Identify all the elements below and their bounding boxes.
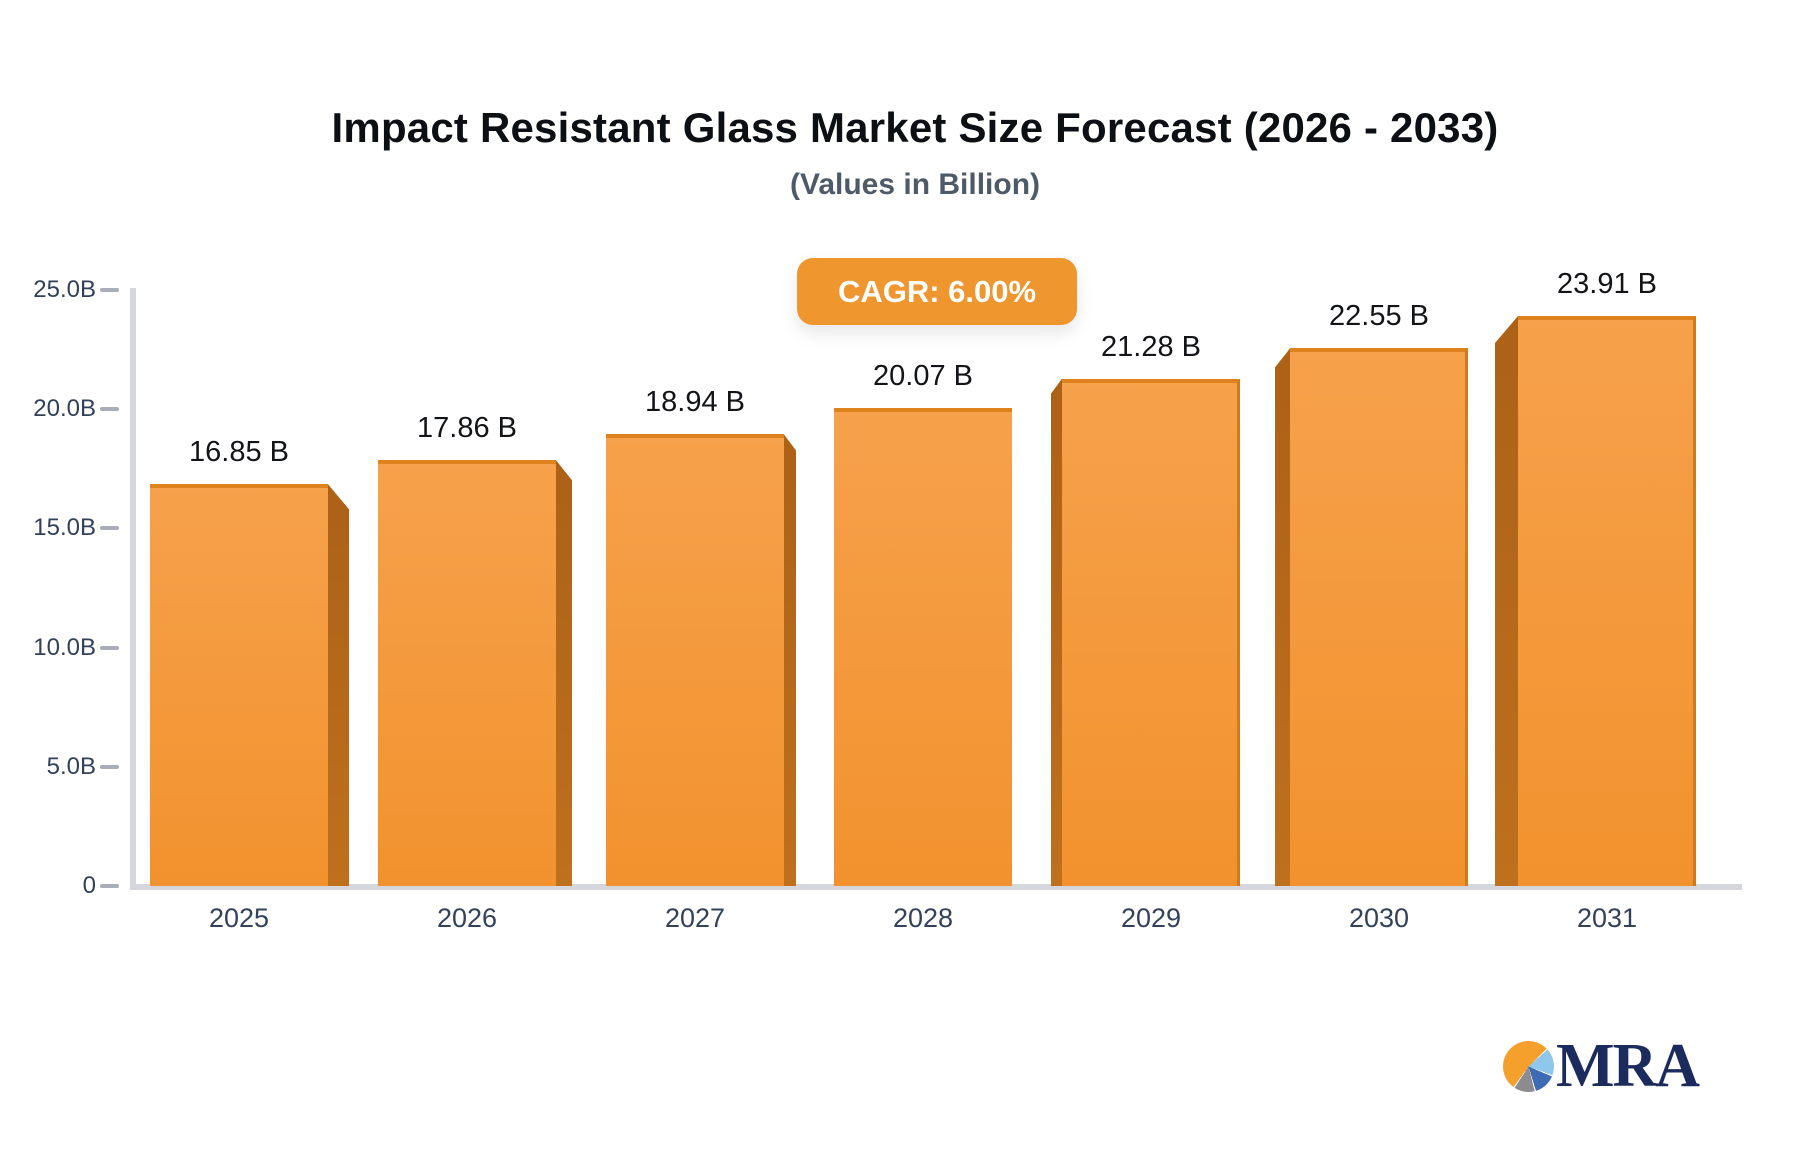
bar-2025-3d-side bbox=[328, 484, 349, 886]
y-tick-mark bbox=[100, 645, 119, 650]
x-tick-label-2028: 2028 bbox=[892, 903, 954, 933]
y-tick-label: 5.0B bbox=[46, 752, 96, 780]
y-axis-line bbox=[130, 288, 136, 890]
y-tick-mark bbox=[100, 526, 119, 531]
cagr-badge: CAGR: 6.00% bbox=[797, 258, 1077, 325]
x-tick-label-2029: 2029 bbox=[1120, 903, 1182, 933]
bar-2030-3d-side bbox=[1275, 348, 1290, 886]
y-tick-label: 0 bbox=[82, 872, 96, 899]
bar-2027 bbox=[606, 434, 784, 886]
pie-chart-logo-icon bbox=[1503, 1040, 1554, 1092]
bar-2025 bbox=[150, 484, 328, 886]
x-tick-label-2031: 2031 bbox=[1576, 903, 1638, 933]
bar-2030 bbox=[1290, 348, 1468, 886]
bar-2029 bbox=[1062, 378, 1240, 886]
bar-2026-3d-side bbox=[556, 460, 572, 886]
bar-2029-3d-side bbox=[1051, 378, 1062, 886]
bar-value-label-2031: 23.91 B bbox=[1557, 267, 1657, 300]
bar-value-label-2030: 22.55 B bbox=[1329, 300, 1429, 333]
bar-value-label-2025: 16.85 B bbox=[189, 436, 289, 469]
bar-value-label-2026: 17.86 B bbox=[417, 412, 517, 445]
x-tick-label-2026: 2026 bbox=[436, 903, 498, 933]
bar-2027-3d-side bbox=[784, 434, 796, 886]
mra-logo: MRA bbox=[1503, 1032, 1700, 1100]
y-tick-label: 20.0B bbox=[33, 395, 96, 423]
y-tick-mark bbox=[100, 407, 119, 412]
bar-value-label-2028: 20.07 B bbox=[873, 359, 973, 392]
bar-value-label-2029: 21.28 B bbox=[1101, 330, 1201, 363]
logo-text: MRA bbox=[1556, 1032, 1700, 1100]
x-axis-baseline bbox=[130, 884, 1742, 890]
chart-subtitle: (Values in Billion) bbox=[789, 168, 1041, 201]
bar-2026 bbox=[378, 460, 556, 886]
y-tick-label: 25.0B bbox=[33, 276, 96, 303]
x-tick-label-2030: 2030 bbox=[1348, 903, 1410, 933]
x-tick-label-2025: 2025 bbox=[208, 903, 270, 933]
y-tick-mark bbox=[100, 884, 119, 888]
chart-title: Impact Resistant Glass Market Size Forec… bbox=[331, 104, 1499, 151]
bar-value-label-2027: 18.94 B bbox=[645, 386, 745, 419]
bar-2028 bbox=[834, 407, 1012, 886]
y-tick-label: 10.0B bbox=[33, 633, 96, 661]
bar-2031 bbox=[1518, 315, 1696, 886]
y-tick-mark bbox=[100, 288, 119, 292]
x-tick-label-2027: 2027 bbox=[664, 903, 726, 933]
bar-2031-3d-side bbox=[1495, 315, 1518, 886]
y-tick-mark bbox=[100, 764, 119, 769]
y-tick-label: 15.0B bbox=[33, 514, 96, 542]
